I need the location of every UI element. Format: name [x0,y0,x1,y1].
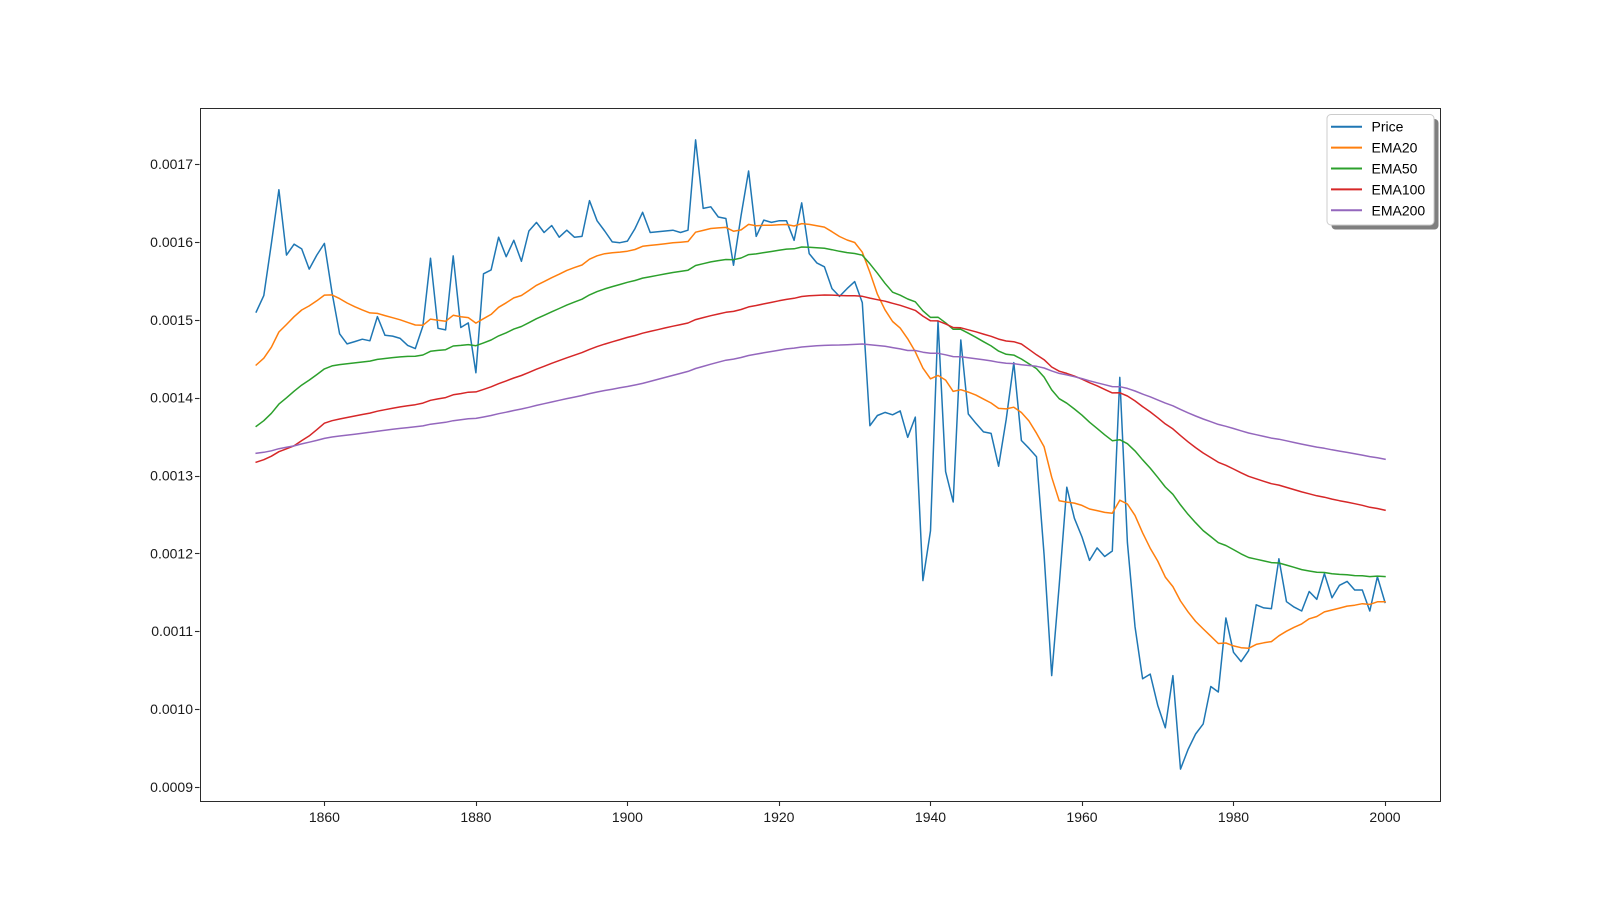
svg-text:0.0013: 0.0013 [150,468,193,484]
svg-text:0.0015: 0.0015 [150,312,193,328]
svg-text:EMA200: EMA200 [1372,202,1426,218]
svg-text:EMA100: EMA100 [1372,181,1426,197]
svg-text:0.0009: 0.0009 [150,779,193,795]
svg-text:0.0016: 0.0016 [150,234,193,250]
svg-text:Price: Price [1372,119,1404,135]
svg-text:1940: 1940 [915,809,946,825]
svg-text:0.0014: 0.0014 [150,390,193,406]
svg-text:1960: 1960 [1066,809,1097,825]
svg-text:0.0011: 0.0011 [151,623,193,639]
svg-text:1980: 1980 [1218,809,1249,825]
svg-text:1860: 1860 [309,809,340,825]
svg-text:1880: 1880 [460,809,491,825]
svg-text:1920: 1920 [763,809,794,825]
svg-text:0.0010: 0.0010 [150,701,193,717]
svg-text:EMA50: EMA50 [1372,161,1418,177]
svg-text:2000: 2000 [1369,809,1400,825]
svg-text:EMA20: EMA20 [1372,140,1418,156]
svg-text:1900: 1900 [612,809,643,825]
svg-text:0.0017: 0.0017 [150,156,193,172]
svg-text:0.0012: 0.0012 [150,545,193,561]
